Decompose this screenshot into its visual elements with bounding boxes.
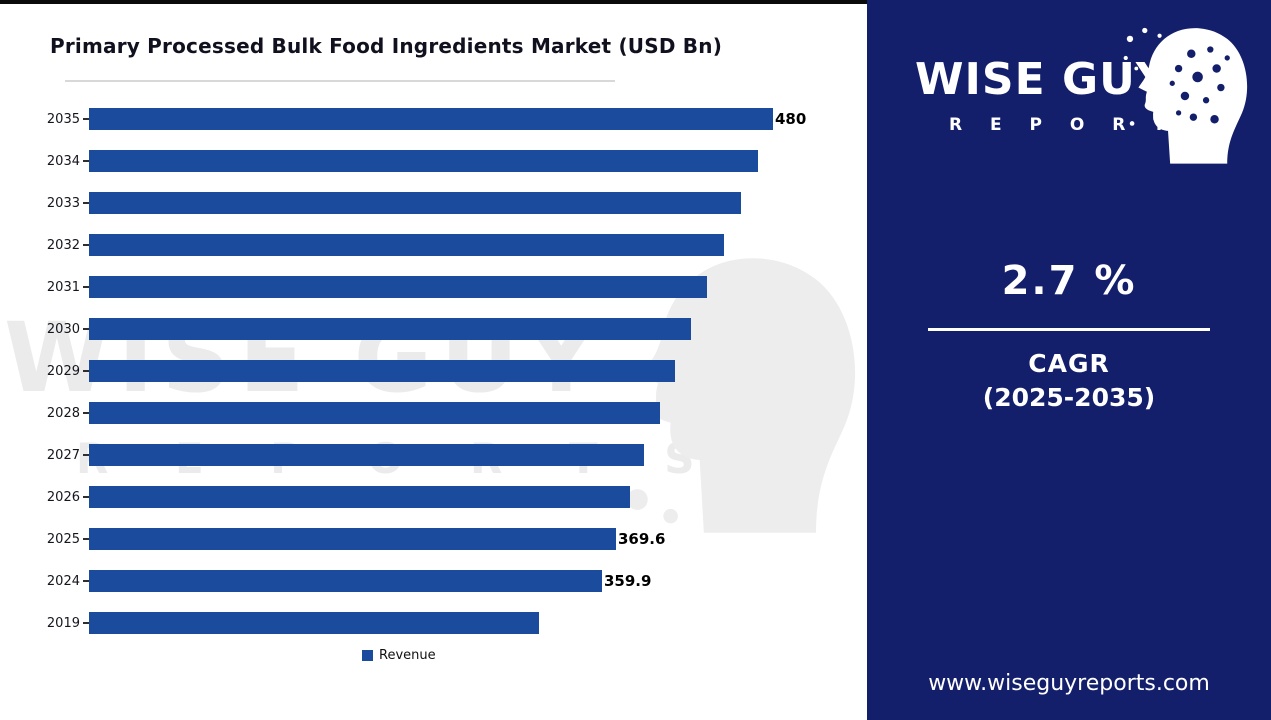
- chart-panel: WISE GUY R E P O R T S Primary Processed…: [0, 0, 867, 663]
- y-axis-label: 2029: [46, 363, 80, 379]
- bar-row: 2033: [0, 182, 867, 224]
- website-url: www.wiseguyreports.com: [928, 671, 1210, 696]
- y-axis-label: 2030: [46, 321, 80, 337]
- revenue-bar: [89, 570, 602, 592]
- y-axis-tick: [83, 202, 89, 204]
- logo-head-icon: [1123, 27, 1248, 164]
- y-axis-label: 2025: [46, 531, 80, 547]
- cagr-title: CAGR: [1028, 349, 1110, 378]
- y-axis-label: 2032: [46, 237, 80, 253]
- revenue-bar: [89, 108, 773, 130]
- bar-row: 2019: [0, 602, 867, 644]
- cagr-range: (2025-2035): [982, 383, 1156, 412]
- logo-wordmark-line1: WISE GUY: [915, 54, 1169, 105]
- revenue-bar: [89, 360, 675, 382]
- y-axis-tick: [83, 538, 89, 540]
- bar-chart: 2035 480 2034 2033 2032 2031 2030 2029 2028 2027 2…: [0, 98, 867, 644]
- bar-row: 2030: [0, 308, 867, 350]
- bar-value-label: 480: [775, 110, 807, 128]
- revenue-bar: [89, 402, 660, 424]
- y-axis-tick: [83, 244, 89, 246]
- revenue-bar: [89, 234, 724, 256]
- revenue-bar: [89, 444, 644, 466]
- bar-value-label: 369.6: [618, 530, 666, 548]
- y-axis-label: 2031: [46, 279, 80, 295]
- bar-row: 2026: [0, 476, 867, 518]
- watermark-head-silhouette-icon: [627, 258, 856, 533]
- y-axis-tick: [83, 622, 89, 624]
- y-axis-label: 2026: [46, 489, 80, 505]
- y-axis-tick: [83, 328, 89, 330]
- y-axis-tick: [83, 412, 89, 414]
- bar-row: 2032: [0, 224, 867, 266]
- bar-row: 2024 359.9: [0, 560, 867, 602]
- revenue-bar: [89, 150, 758, 172]
- y-axis-tick: [83, 118, 89, 120]
- bar-row: 2025 369.6: [0, 518, 867, 560]
- brand-logo: WISE GUY R E P O R T S: [915, 27, 1248, 164]
- y-axis-label: 2035: [46, 111, 80, 127]
- cagr-block: 2.7 % CAGR (2025-2035): [867, 258, 1271, 412]
- bar-row: 2034: [0, 140, 867, 182]
- title-underline: [65, 80, 615, 82]
- revenue-bar: [89, 528, 616, 550]
- cagr-divider: [928, 328, 1210, 331]
- y-axis-tick: [83, 454, 89, 456]
- y-axis-label: 2033: [46, 195, 80, 211]
- logo-wordmark-line2: R E P O R T S: [949, 115, 1217, 135]
- y-axis-label: 2034: [46, 153, 80, 169]
- revenue-bar: [89, 276, 707, 298]
- bar-row: 2028: [0, 392, 867, 434]
- cagr-value: 2.7 %: [1001, 258, 1137, 304]
- y-axis-tick: [83, 286, 89, 288]
- sidebar: WISE GUY R E P O R T S: [867, 0, 1271, 720]
- y-axis-tick: [83, 160, 89, 162]
- revenue-bar: [89, 612, 539, 634]
- bar-row: 2031: [0, 266, 867, 308]
- bar-value-label: 359.9: [604, 572, 652, 590]
- bar-row: 2027: [0, 434, 867, 476]
- y-axis-label: 2028: [46, 405, 80, 421]
- legend-swatch-icon: [362, 650, 373, 661]
- y-axis-tick: [83, 370, 89, 372]
- y-axis-tick: [83, 580, 89, 582]
- legend: Revenue: [362, 648, 867, 663]
- revenue-bar: [89, 318, 691, 340]
- chart-title: Primary Processed Bulk Food Ingredients …: [50, 34, 723, 58]
- y-axis-label: 2027: [46, 447, 80, 463]
- bar-row: 2035 480: [0, 98, 867, 140]
- y-axis-label: 2019: [46, 615, 80, 631]
- y-axis-label: 2024: [46, 573, 80, 589]
- legend-label: Revenue: [379, 648, 436, 663]
- bar-row: 2029: [0, 350, 867, 392]
- revenue-bar: [89, 192, 741, 214]
- revenue-bar: [89, 486, 630, 508]
- y-axis-tick: [83, 496, 89, 498]
